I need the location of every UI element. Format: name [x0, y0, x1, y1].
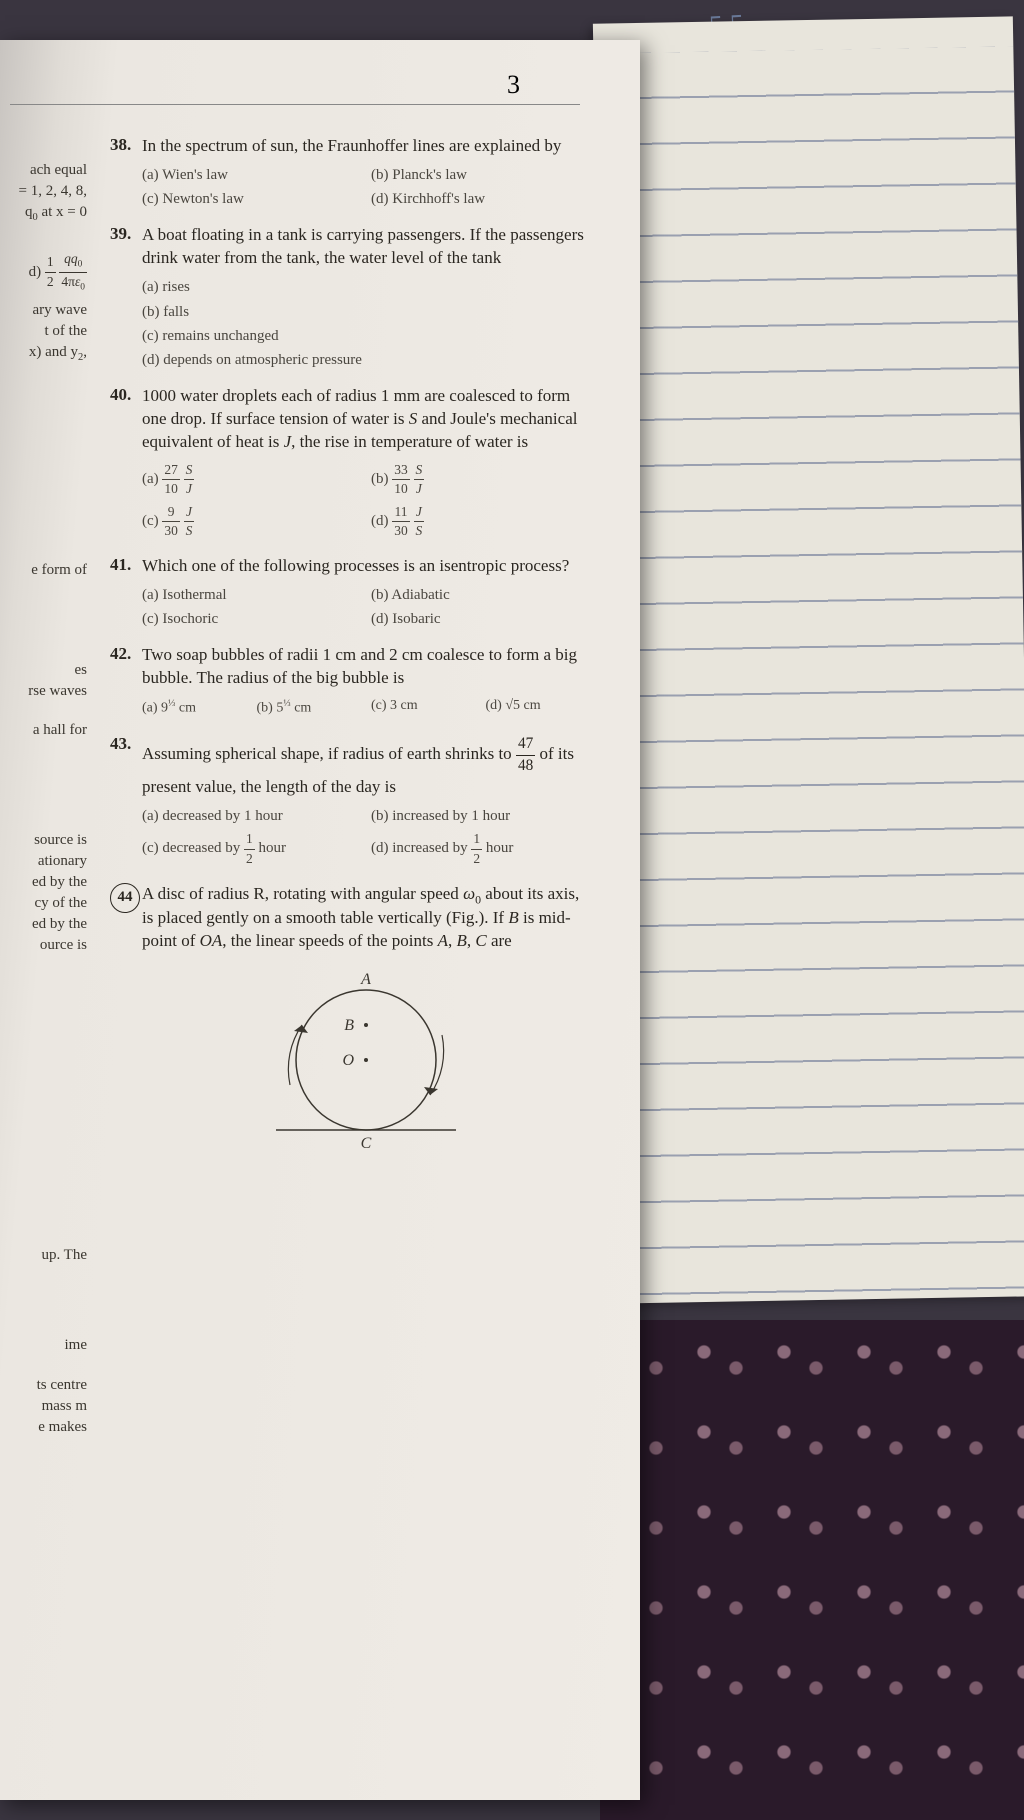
- question-number: 41.: [110, 555, 142, 630]
- options: (a) 9⅓ cm (b) 5⅓ cm (c) 3 cm (d) √5 cm: [142, 696, 590, 720]
- page-number: 3: [10, 70, 580, 105]
- option: (a) Isothermal: [142, 584, 361, 606]
- question-body: A disc of radius R, rotating with angula…: [142, 883, 590, 1174]
- question-text: Assuming spherical shape, if radius of e…: [142, 734, 590, 799]
- option: (a) Wien's law: [142, 164, 361, 186]
- option: (a) decreased by 1 hour: [142, 805, 361, 827]
- margin-fragment: a hall for: [0, 720, 93, 741]
- margin-fragment: ary wavet of thex) and y2,: [0, 300, 93, 366]
- options: (a) rises (b) falls(c) remains unchanged(…: [142, 276, 590, 371]
- svg-text:B: B: [344, 1017, 354, 1034]
- option: (c) 930 JS: [142, 502, 361, 541]
- question-text: Two soap bubbles of radii 1 cm and 2 cm …: [142, 644, 590, 690]
- margin-fragment: ts centremass me makes: [0, 1375, 93, 1438]
- option: (a) 9⅓ cm: [142, 696, 247, 720]
- disc-diagram: A B O C: [266, 965, 466, 1162]
- margin-fragment: d) 12 qq04πε0: [0, 250, 93, 295]
- question-number: 42.: [110, 644, 142, 719]
- question: 39.A boat floating in a tank is carrying…: [110, 224, 590, 371]
- option: (a) rises: [142, 276, 590, 298]
- question: 43.Assuming spherical shape, if radius o…: [110, 734, 590, 869]
- question: 40.1000 water droplets each of radius 1 …: [110, 385, 590, 541]
- option: (a) 2710 SJ: [142, 460, 361, 499]
- question-body: In the spectrum of sun, the Fraunhoffer …: [142, 135, 590, 210]
- question-body: Two soap bubbles of radii 1 cm and 2 cm …: [142, 644, 590, 719]
- question-body: Assuming spherical shape, if radius of e…: [142, 734, 590, 869]
- option: (d) √5 cm: [486, 696, 591, 720]
- svg-text:C: C: [361, 1135, 372, 1152]
- question-body: 1000 water droplets each of radius 1 mm …: [142, 385, 590, 541]
- option: (b) falls: [142, 301, 590, 323]
- question-number: 38.: [110, 135, 142, 210]
- option: (d) 1130 JS: [371, 502, 590, 541]
- svg-text:O: O: [342, 1052, 354, 1069]
- question-number: 40.: [110, 385, 142, 541]
- option: (c) decreased by 12 hour: [142, 829, 361, 868]
- option: (b) Adiabatic: [371, 584, 590, 606]
- question-text: In the spectrum of sun, the Fraunhoffer …: [142, 135, 590, 158]
- margin-fragment: source isationaryed by thecy of theed by…: [0, 830, 93, 956]
- question-text: 1000 water droplets each of radius 1 mm …: [142, 385, 590, 454]
- margin-fragment: e form of: [0, 560, 93, 581]
- option: (d) Kirchhoff's law: [371, 188, 590, 210]
- option: (c) 3 cm: [371, 696, 476, 720]
- question-text: A boat floating in a tank is carrying pa…: [142, 224, 590, 270]
- option: (d) increased by 12 hour: [371, 829, 590, 868]
- options: (a) Isothermal (b) Adiabatic (c) Isochoric…: [142, 584, 590, 631]
- question-number: 44: [110, 883, 142, 1174]
- option: (c) Isochoric: [142, 608, 361, 630]
- option: (d) depends on atmospheric pressure: [142, 349, 590, 371]
- background-pattern: [600, 1320, 1024, 1820]
- options: (a) 2710 SJ (b) 3310 SJ (c) 930 JS (d) 1130…: [142, 460, 590, 541]
- questions-container: 38.In the spectrum of sun, the Fraunhoff…: [110, 135, 590, 1174]
- question: 41.Which one of the following processes …: [110, 555, 590, 630]
- notebook-background: [593, 16, 1024, 1303]
- option: (b) Planck's law: [371, 164, 590, 186]
- question-number: 39.: [110, 224, 142, 371]
- option: (b) increased by 1 hour: [371, 805, 590, 827]
- svg-text:A: A: [360, 971, 371, 988]
- option: (b) 5⅓ cm: [257, 696, 362, 720]
- options: (a) decreased by 1 hour (b) increased by …: [142, 805, 590, 869]
- option: (b) 3310 SJ: [371, 460, 590, 499]
- question-body: Which one of the following processes is …: [142, 555, 590, 630]
- question-text: Which one of the following processes is …: [142, 555, 590, 578]
- options: (a) Wien's law (b) Planck's law (c) Newton…: [142, 164, 590, 211]
- margin-fragment: esrse waves: [0, 660, 93, 702]
- question: 44A disc of radius R, rotating with angu…: [110, 883, 590, 1174]
- question-body: A boat floating in a tank is carrying pa…: [142, 224, 590, 371]
- margin-fragment: ime: [0, 1335, 93, 1356]
- question-text: A disc of radius R, rotating with angula…: [142, 883, 590, 953]
- option: (c) remains unchanged: [142, 325, 590, 347]
- question-number: 43.: [110, 734, 142, 869]
- margin-fragment: ach equal= 1, 2, 4, 8,q0 at x = 0: [0, 160, 93, 226]
- margin-fragment: up. The: [0, 1245, 93, 1266]
- option: (d) Isobaric: [371, 608, 590, 630]
- question: 38.In the spectrum of sun, the Fraunhoff…: [110, 135, 590, 210]
- question: 42.Two soap bubbles of radii 1 cm and 2 …: [110, 644, 590, 719]
- textbook-page: 3 ach equal= 1, 2, 4, 8,q0 at x = 0 d) 12…: [0, 40, 640, 1800]
- option: (c) Newton's law: [142, 188, 361, 210]
